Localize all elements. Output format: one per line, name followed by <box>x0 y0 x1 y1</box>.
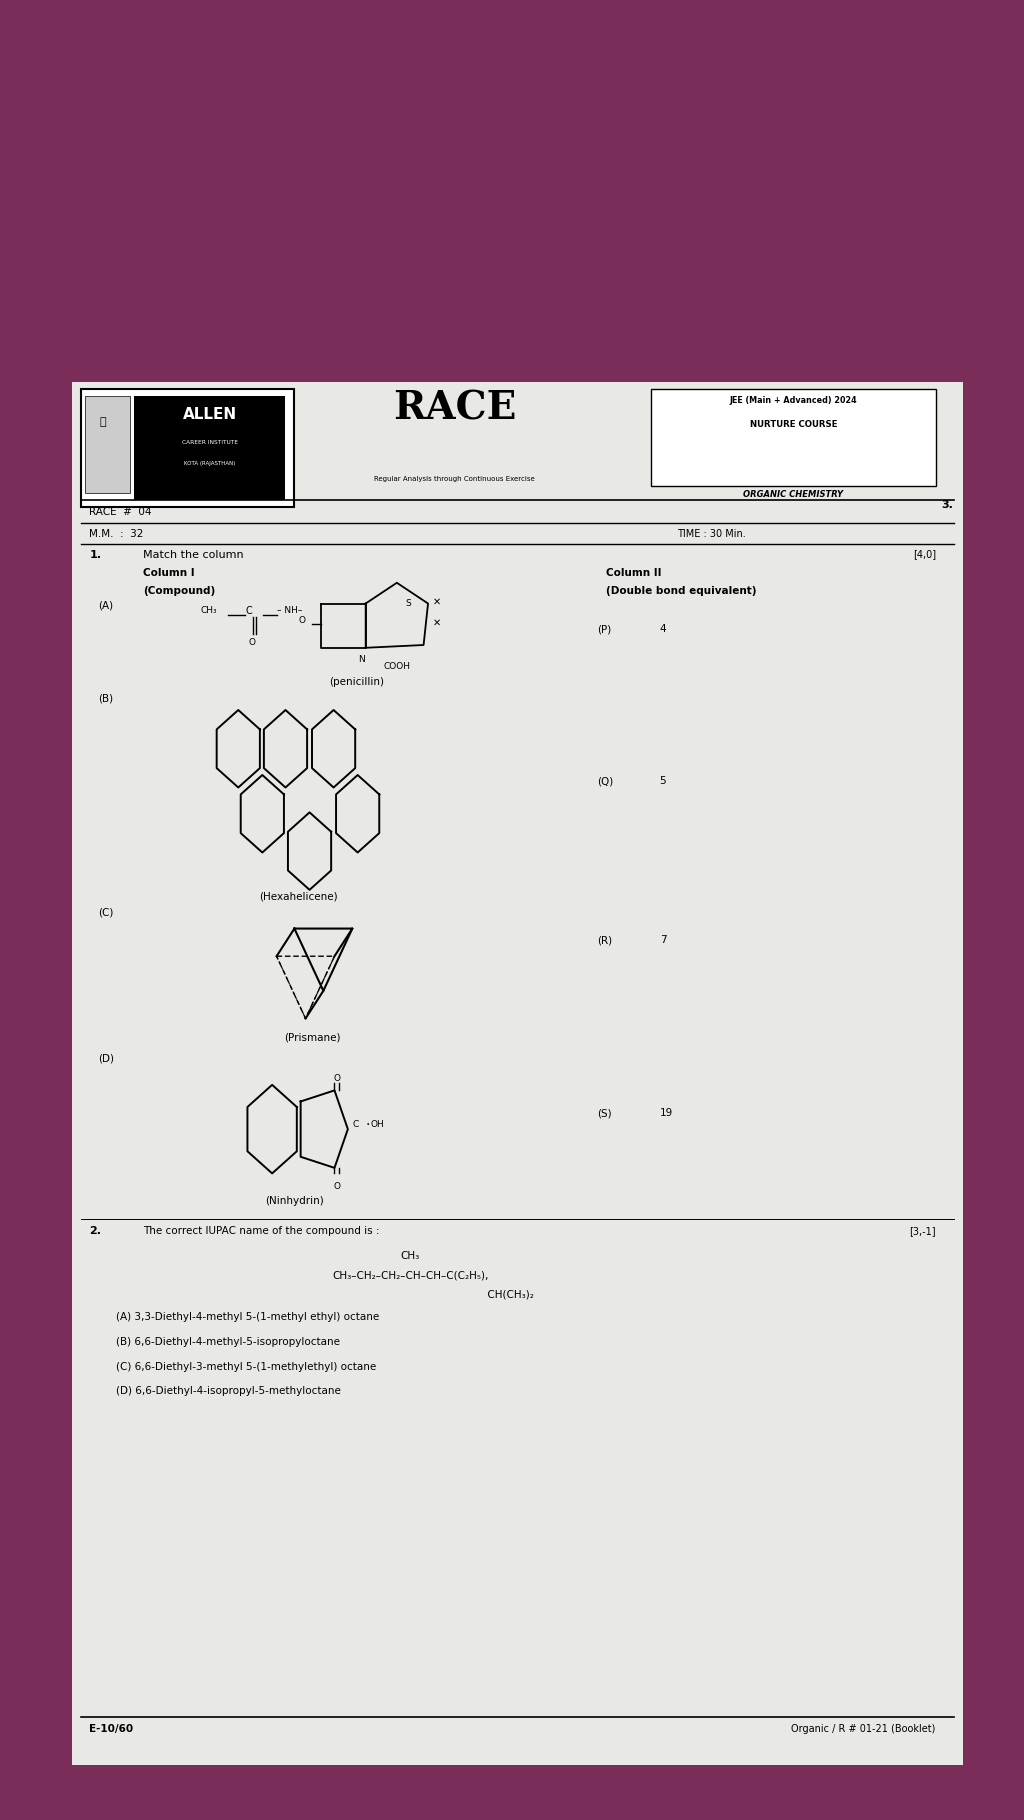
Bar <box>85 397 130 493</box>
Text: 3.: 3. <box>942 501 953 510</box>
Text: (penicillin): (penicillin) <box>330 677 384 686</box>
Text: CH₃: CH₃ <box>201 606 217 615</box>
Text: O: O <box>248 639 255 648</box>
Text: (D): (D) <box>98 1054 115 1063</box>
Text: 7: 7 <box>659 935 667 945</box>
Text: (B) 6,6-Diethyl-4-methyl-5-isopropyloctane: (B) 6,6-Diethyl-4-methyl-5-isopropylocta… <box>117 1336 340 1347</box>
Text: JEE (Main + Advanced) 2024: JEE (Main + Advanced) 2024 <box>729 397 857 406</box>
Text: (Ninhydrin): (Ninhydrin) <box>265 1196 324 1205</box>
Text: The correct IUPAC name of the compound is :: The correct IUPAC name of the compound i… <box>143 1227 380 1236</box>
Text: CH₃: CH₃ <box>400 1250 420 1261</box>
Text: – NH–: – NH– <box>276 606 302 615</box>
Text: (D) 6,6-Diethyl-4-isopropyl-5-methyloctane: (D) 6,6-Diethyl-4-isopropyl-5-methylocta… <box>117 1387 341 1396</box>
Text: CH(CH₃)₂: CH(CH₃)₂ <box>394 1290 534 1299</box>
Text: RACE  #  04: RACE # 04 <box>89 506 152 517</box>
Text: (P): (P) <box>597 624 611 633</box>
Text: Regular Analysis through Continuous Exercise: Regular Analysis through Continuous Exer… <box>375 477 536 482</box>
Text: 19: 19 <box>659 1108 673 1117</box>
Text: (S): (S) <box>597 1108 612 1117</box>
Text: (A): (A) <box>98 601 114 612</box>
Text: S: S <box>406 599 412 608</box>
Text: Column I: Column I <box>143 568 195 577</box>
Text: 5: 5 <box>659 777 667 786</box>
Text: O: O <box>299 615 306 624</box>
Text: (B): (B) <box>98 693 114 703</box>
Text: RACE: RACE <box>393 389 516 428</box>
Bar <box>134 397 286 500</box>
Text: ORGANIC CHEMISTRY: ORGANIC CHEMISTRY <box>743 490 844 499</box>
Text: (Double bond equivalent): (Double bond equivalent) <box>606 586 757 595</box>
Text: ✕: ✕ <box>432 597 440 606</box>
Text: 🦁: 🦁 <box>99 417 106 426</box>
Text: KOTA (RAJASTHAN): KOTA (RAJASTHAN) <box>184 460 236 466</box>
Text: COOH: COOH <box>383 662 411 670</box>
Text: ✕: ✕ <box>432 617 440 628</box>
Text: (Compound): (Compound) <box>143 586 215 595</box>
Text: (Q): (Q) <box>597 777 613 786</box>
Text: (Hexahelicene): (Hexahelicene) <box>259 892 338 901</box>
Text: C: C <box>246 606 252 617</box>
Text: Organic / R # 01-21 (Booklet): Organic / R # 01-21 (Booklet) <box>792 1724 936 1734</box>
Text: (C) 6,6-Diethyl-3-methyl 5-(1-methylethyl) octane: (C) 6,6-Diethyl-3-methyl 5-(1-methylethy… <box>117 1361 377 1372</box>
Text: E-10/60: E-10/60 <box>89 1724 133 1734</box>
Text: 1.: 1. <box>89 550 101 559</box>
Bar <box>651 389 936 486</box>
Text: O: O <box>334 1181 341 1190</box>
Text: C: C <box>352 1121 358 1130</box>
Text: ·: · <box>366 1117 370 1132</box>
Text: (R): (R) <box>597 935 612 945</box>
Text: [4,0]: [4,0] <box>912 550 936 559</box>
Text: O: O <box>334 1074 341 1083</box>
FancyBboxPatch shape <box>69 379 966 1769</box>
Text: (A) 3,3-Diethyl-4-methyl 5-(1-methyl ethyl) octane: (A) 3,3-Diethyl-4-methyl 5-(1-methyl eth… <box>117 1312 380 1321</box>
Text: Column II: Column II <box>606 568 662 577</box>
Text: 2.: 2. <box>89 1227 101 1236</box>
Text: Match the column: Match the column <box>143 550 244 559</box>
Text: TIME : 30 Min.: TIME : 30 Min. <box>678 530 746 539</box>
Text: OH: OH <box>370 1121 384 1130</box>
Text: ALLEN: ALLEN <box>182 408 237 422</box>
Text: [3,-1]: [3,-1] <box>909 1227 936 1236</box>
Text: (C): (C) <box>98 908 114 917</box>
Text: CAREER INSTITUTE: CAREER INSTITUTE <box>182 440 238 446</box>
Text: (Prismane): (Prismane) <box>284 1032 340 1043</box>
Text: N: N <box>357 655 365 664</box>
Bar <box>81 389 295 506</box>
Text: CH₃–CH₂–CH₂–CH–CH–C(C₂H₅),: CH₃–CH₂–CH₂–CH–CH–C(C₂H₅), <box>332 1270 488 1279</box>
Text: 4: 4 <box>659 624 667 633</box>
Text: M.M.  :  32: M.M. : 32 <box>89 530 144 539</box>
Text: NURTURE COURSE: NURTURE COURSE <box>750 420 837 428</box>
